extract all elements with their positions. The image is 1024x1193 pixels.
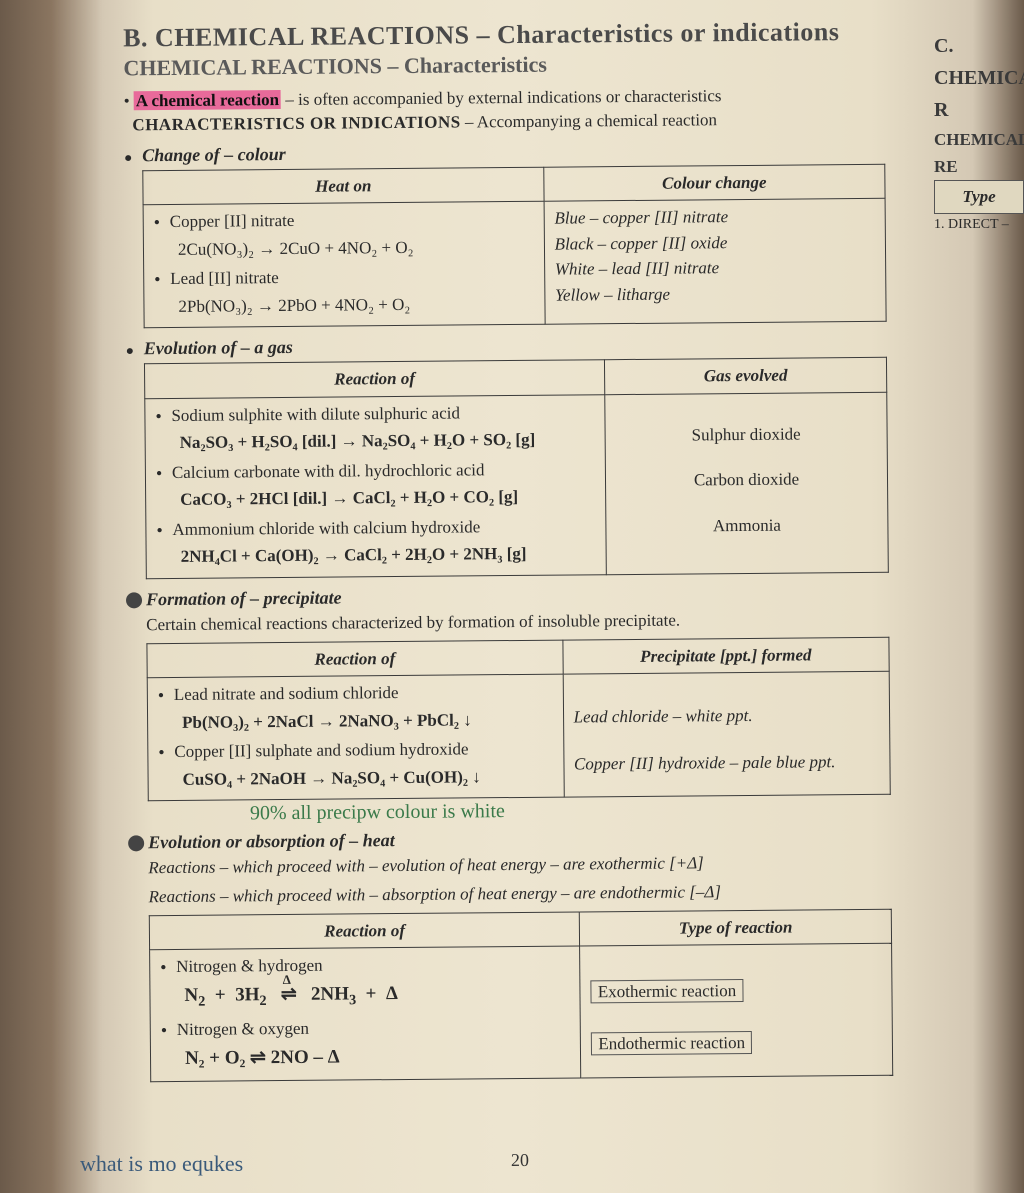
colour-table: Heat on Colour change Copper [II] nitrat… bbox=[142, 163, 886, 328]
heat-heading: Evolution or absorption of – heat bbox=[148, 826, 904, 854]
colour-changes: Blue – copper [II] nitrate Black – coppe… bbox=[544, 198, 886, 324]
gas-col2: Gas evolved bbox=[605, 357, 887, 394]
heat-line1: Reactions – which proceed with – evoluti… bbox=[148, 851, 904, 881]
heat-reactions: Nitrogen & hydrogen N2 + 3H2 ⇌Δ 2NH3 + Δ… bbox=[150, 946, 582, 1081]
heat-table: Reaction of Type of reaction Nitrogen & … bbox=[149, 909, 893, 1083]
page-number: 20 bbox=[511, 1150, 529, 1171]
highlighted-term: A chemical reaction bbox=[134, 90, 281, 110]
ppt-col2: Precipitate [ppt.] formed bbox=[562, 637, 889, 674]
gas-evolved: Sulphur dioxide Carbon dioxide Ammonia bbox=[605, 392, 889, 574]
colour-col2: Colour change bbox=[543, 164, 885, 201]
heat-col1: Reaction of bbox=[149, 912, 580, 950]
ppt-col1: Reaction of bbox=[147, 640, 563, 678]
gas-heading: Evolution of – a gas bbox=[144, 332, 900, 360]
heat-types: Exothermic reaction Endothermic reaction bbox=[580, 944, 893, 1078]
colour-reactions: Copper [II] nitrate 2Cu(NO₃)₂ → 2CuO + 4… bbox=[143, 201, 545, 327]
handwriting-note: 90% all precipw colour is white bbox=[250, 797, 904, 826]
section-subtitle: CHEMICAL REACTIONS – Characteristics bbox=[123, 49, 897, 82]
gas-col1: Reaction of bbox=[144, 360, 604, 399]
ppt-reactions: Lead nitrate and sodium chloride Pb(NO₃)… bbox=[147, 674, 564, 801]
heat-col2: Type of reaction bbox=[580, 909, 892, 946]
handwriting-bottom: what is mo equkes bbox=[80, 1151, 243, 1177]
ppt-table: Reaction of Precipitate [ppt.] formed Le… bbox=[146, 636, 890, 801]
adjacent-page: C. CHEMICAL R CHEMICAL RE Type 1. DIRECT… bbox=[934, 30, 1024, 230]
section-title: B. CHEMICAL REACTIONS – Characteristics … bbox=[123, 17, 897, 54]
gas-reactions: Sodium sulphite with dilute sulphuric ac… bbox=[145, 394, 607, 578]
heat-line2: Reactions – which proceed with – absorpt… bbox=[149, 880, 905, 910]
textbook-page: B. CHEMICAL REACTIONS – Characteristics … bbox=[95, 0, 935, 1193]
colour-col1: Heat on bbox=[143, 167, 544, 205]
ppt-formed: Lead chloride – white ppt. Copper [II] h… bbox=[563, 671, 891, 797]
colour-heading: Change of – colour bbox=[142, 138, 898, 166]
ppt-subtext: Certain chemical reactions characterized… bbox=[146, 607, 902, 637]
gas-table: Reaction of Gas evolved Sodium sulphite … bbox=[144, 357, 889, 579]
ppt-heading: Formation of – precipitate bbox=[146, 582, 902, 610]
intro-text: • A chemical reaction – is often accompa… bbox=[124, 83, 898, 137]
